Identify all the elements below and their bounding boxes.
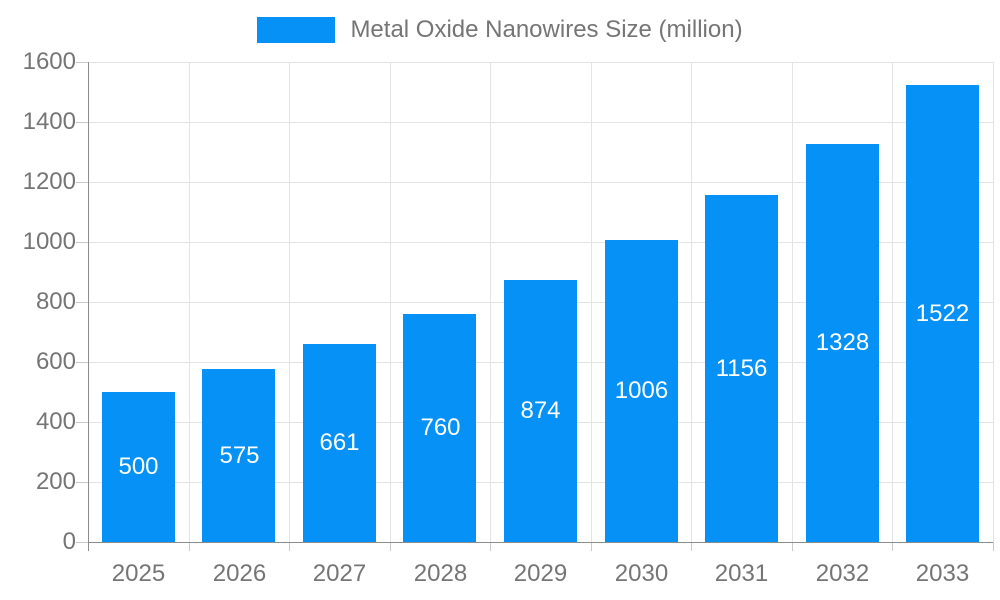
bar[interactable] xyxy=(303,344,376,542)
x-gridline xyxy=(892,62,893,542)
x-axis-tick xyxy=(691,542,692,551)
y-axis-tick xyxy=(76,182,88,183)
y-tick-label: 400 xyxy=(35,408,76,435)
x-gridline xyxy=(289,62,290,542)
y-tick-label: 0 xyxy=(62,528,76,555)
bar-value-label: 1156 xyxy=(715,355,768,382)
x-gridline xyxy=(490,62,491,542)
y-gridline xyxy=(88,122,993,123)
chart-legend[interactable]: Metal Oxide Nanowires Size (million) xyxy=(0,16,1000,44)
bar[interactable] xyxy=(403,314,476,542)
y-axis-tick xyxy=(76,62,88,63)
x-tick-label: 2027 xyxy=(312,560,367,587)
x-gridline xyxy=(691,62,692,542)
x-axis-tick xyxy=(591,542,592,551)
x-gridline xyxy=(390,62,391,542)
y-axis-tick xyxy=(76,122,88,123)
x-gridline xyxy=(591,62,592,542)
x-tick-label: 2029 xyxy=(513,560,568,587)
x-axis-tick xyxy=(490,542,491,551)
bar-value-label: 500 xyxy=(118,453,159,480)
bar-value-label: 760 xyxy=(420,414,461,441)
x-tick-label: 2028 xyxy=(413,560,468,587)
plot-area: 0 200 400 600 800 1000 1200 1400 1600 500 2025 575 2… xyxy=(23,50,994,586)
x-gridline xyxy=(993,62,994,542)
x-axis-tick xyxy=(792,542,793,551)
y-axis-tick xyxy=(76,422,88,423)
y-axis-line xyxy=(88,62,89,551)
y-axis-tick xyxy=(76,362,88,363)
bar-value-label: 1006 xyxy=(614,377,669,404)
x-tick-label: 2032 xyxy=(815,560,870,587)
x-tick-label: 2025 xyxy=(111,560,166,587)
y-gridline xyxy=(88,242,993,243)
x-gridline xyxy=(189,62,190,542)
y-tick-label: 200 xyxy=(35,468,76,495)
bar-value-label: 575 xyxy=(219,442,260,469)
bar[interactable] xyxy=(504,280,577,542)
y-tick-label: 1200 xyxy=(22,168,76,195)
x-axis-tick xyxy=(390,542,391,551)
bar-value-label: 661 xyxy=(319,429,360,456)
x-axis-tick xyxy=(892,542,893,551)
bar-value-label: 1328 xyxy=(815,329,870,356)
y-axis-tick xyxy=(76,242,88,243)
y-tick-label: 600 xyxy=(35,348,76,375)
x-tick-label: 2031 xyxy=(714,560,769,587)
x-axis-tick xyxy=(289,542,290,551)
x-gridline xyxy=(792,62,793,542)
y-axis-tick xyxy=(76,542,88,543)
bar[interactable] xyxy=(102,392,175,542)
bar[interactable] xyxy=(906,85,979,542)
x-axis-tick xyxy=(189,542,190,551)
y-tick-label: 1400 xyxy=(22,108,76,135)
y-axis-tick xyxy=(76,302,88,303)
bar[interactable] xyxy=(202,369,275,542)
y-tick-label: 1600 xyxy=(22,48,76,75)
bar[interactable] xyxy=(705,195,778,542)
x-tick-label: 2033 xyxy=(915,560,970,587)
legend-swatch-icon xyxy=(257,17,336,43)
bar[interactable] xyxy=(605,240,678,542)
bar-value-label: 1522 xyxy=(915,300,970,327)
x-tick-label: 2030 xyxy=(614,560,669,587)
y-tick-label: 1000 xyxy=(22,228,76,255)
legend-label: Metal Oxide Nanowires Size (million) xyxy=(350,16,743,43)
bar-value-label: 874 xyxy=(520,397,561,424)
y-axis-tick xyxy=(76,482,88,483)
y-gridline xyxy=(88,62,993,63)
y-tick-label: 800 xyxy=(35,288,76,315)
x-axis-tick xyxy=(993,542,994,551)
bar[interactable] xyxy=(806,144,879,542)
x-tick-label: 2026 xyxy=(212,560,267,587)
x-axis-line xyxy=(88,542,993,543)
y-gridline xyxy=(88,182,993,183)
